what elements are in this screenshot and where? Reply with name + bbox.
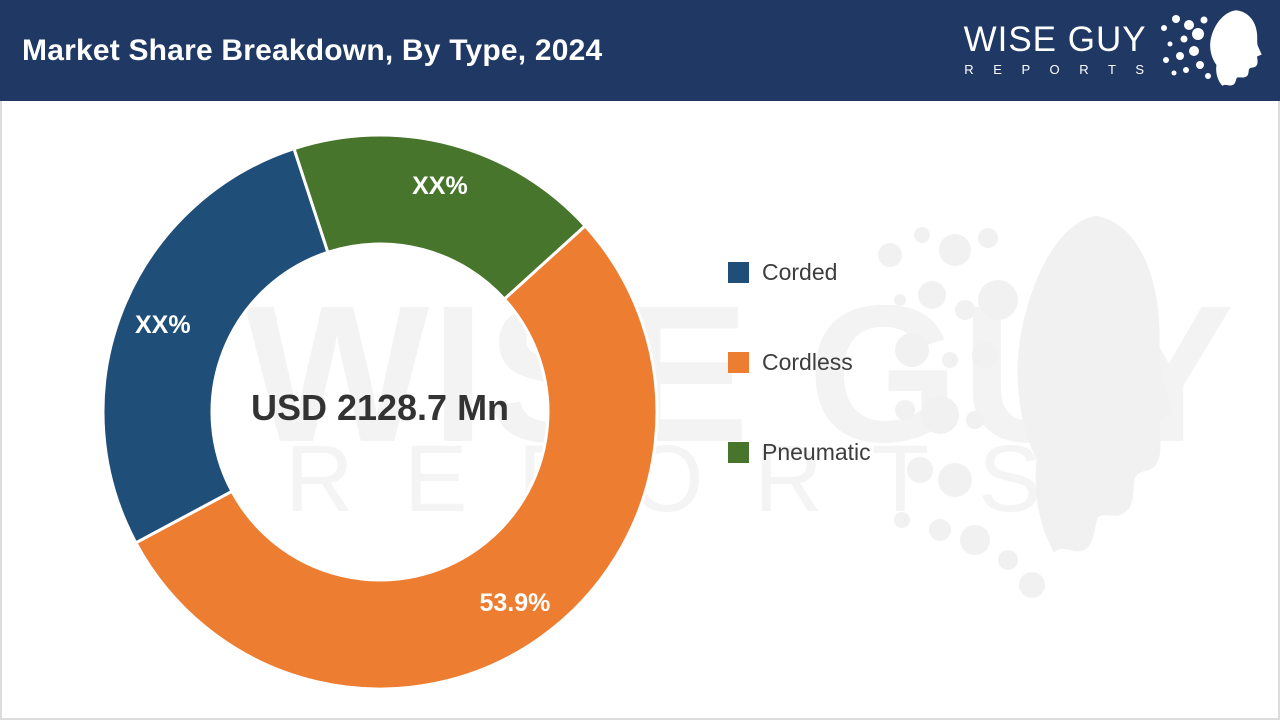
watermark-face-icon [878,215,1173,598]
donut-slice-cordless [134,224,659,691]
logo-text: WISE GUY R E P O R T S [958,20,1152,77]
legend-swatch-corded [728,261,749,283]
legend-swatch-pneumatic [728,441,749,463]
header: Market Share Breakdown, By Type, 2024 WI… [0,0,1280,101]
slice-label-pneumatic: XX% [412,172,468,200]
donut-center-value: USD 2128.7 Mn [250,387,510,428]
donut-slice-pneumatic [292,133,587,301]
legend-item-cordless: Cordless [728,348,871,376]
logo-face-icon [1161,10,1262,86]
donut-slice-corded [101,147,330,545]
legend-label-pneumatic: Pneumatic [762,439,871,465]
slice-label-cordless: 53.9% [479,589,550,617]
logo-subtitle: R E P O R T S [964,61,1152,77]
slice-label-corded: XX% [135,311,191,339]
legend-label-cordless: Cordless [762,349,853,375]
legend-swatch-cordless [728,351,749,373]
logo-wordmark: WISE GUY [963,19,1147,59]
legend-label-corded: Corded [762,259,838,285]
legend-item-pneumatic: Pneumatic [728,438,871,466]
page-title: Market Share Breakdown, By Type, 2024 [22,33,603,67]
legend: Corded Cordless Pneumatic [728,258,871,528]
wise-guy-logo: WISE GUY R E P O R T S [958,6,1268,90]
legend-item-corded: Corded [728,258,871,286]
